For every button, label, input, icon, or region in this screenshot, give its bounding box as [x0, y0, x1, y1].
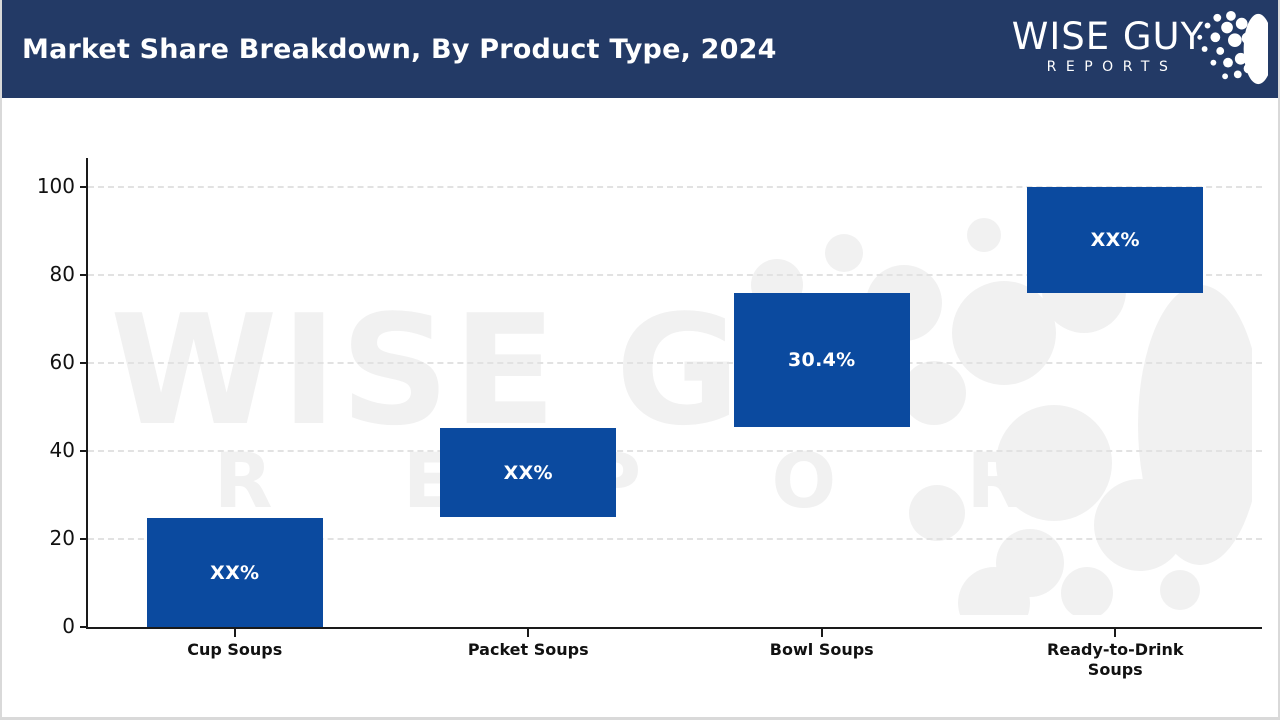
bar-cup-soups: XX%: [146, 518, 323, 627]
y-tick-mark-40: [80, 450, 88, 452]
gridline-y100: [88, 186, 1262, 188]
x-tick-mark-packet-soups: [527, 629, 530, 637]
gridline-y60: [88, 362, 1262, 364]
y-tick-label-40: 40: [49, 438, 75, 462]
logo-subtitle: REPORTS: [1046, 59, 1178, 75]
x-category-label-ready-to-drink-soups: Ready-to-Drink Soups: [1047, 640, 1184, 679]
bar-packet-soups: XX%: [440, 428, 617, 517]
logo-wordmark: WISE GUY: [1011, 15, 1205, 58]
x-tick-mark-bowl-soups: [820, 629, 823, 637]
y-tick-mark-20: [80, 538, 88, 540]
bar-value-label-ready-to-drink-soups: XX%: [1090, 228, 1140, 251]
bar-bowl-soups: 30.4%: [733, 293, 910, 428]
y-tick-mark-80: [80, 274, 88, 276]
x-category-label-bowl-soups: Bowl Soups: [769, 640, 874, 659]
chart-title: Market Share Breakdown, By Product Type,…: [22, 33, 777, 65]
wiseguy-face-icon: [1197, 10, 1268, 85]
y-tick-label-0: 0: [62, 614, 75, 638]
bar-ready-to-drink-soups: XX%: [1027, 187, 1204, 293]
x-tick-mark-cup-soups: [233, 629, 236, 637]
x-category-label-packet-soups: Packet Soups: [467, 640, 589, 659]
gridline-y80: [88, 274, 1262, 276]
wiseguy-logo: WISE GUY REPORTS: [1008, 3, 1268, 95]
y-axis-spine: [86, 158, 88, 629]
y-tick-mark-60: [80, 362, 88, 364]
y-tick-mark-0: [80, 626, 88, 628]
bar-value-label-bowl-soups: 30.4%: [788, 349, 856, 372]
gridline-y20: [88, 538, 1262, 540]
x-category-label-cup-soups: Cup Soups: [187, 640, 283, 659]
y-tick-mark-100: [80, 186, 88, 188]
y-tick-label-20: 20: [49, 526, 75, 550]
gridline-y40: [88, 450, 1262, 452]
bar-value-label-cup-soups: XX%: [210, 561, 260, 584]
bar-value-label-packet-soups: XX%: [503, 461, 553, 484]
x-tick-mark-ready-to-drink-soups: [1114, 629, 1117, 637]
header-band: Market Share Breakdown, By Product Type,…: [2, 0, 1278, 98]
y-tick-label-100: 100: [36, 174, 75, 198]
y-tick-label-60: 60: [49, 350, 75, 374]
y-tick-label-80: 80: [49, 262, 75, 286]
x-axis-spine: [86, 627, 1262, 629]
